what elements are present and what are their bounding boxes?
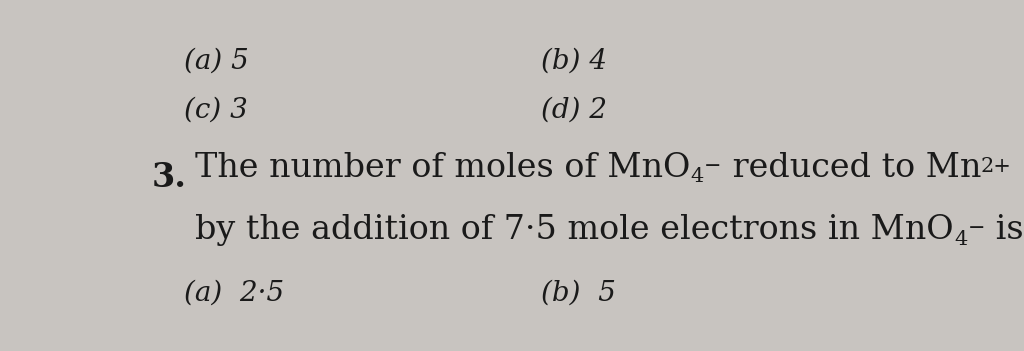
- Text: −: −: [705, 157, 722, 176]
- Text: 4: 4: [954, 230, 968, 249]
- Text: (a)  2·5: (a) 2·5: [183, 280, 284, 307]
- Text: reduced to Mn: reduced to Mn: [722, 152, 981, 184]
- Text: is: is: [985, 214, 1023, 246]
- Text: (a) 5: (a) 5: [183, 47, 248, 74]
- Text: (b) 4: (b) 4: [541, 47, 606, 74]
- Text: by the addition of 7·5 mole electrons in MnO: by the addition of 7·5 mole electrons in…: [196, 214, 954, 246]
- Text: 3.: 3.: [152, 161, 186, 194]
- Text: (d) 2: (d) 2: [541, 96, 606, 123]
- Text: −: −: [968, 219, 985, 238]
- Text: 4: 4: [691, 167, 705, 186]
- Text: The number of moles of MnO: The number of moles of MnO: [196, 152, 691, 184]
- Text: 2+: 2+: [981, 157, 1012, 176]
- Text: (c) 3: (c) 3: [183, 96, 248, 123]
- Text: (b)  5: (b) 5: [541, 280, 615, 307]
